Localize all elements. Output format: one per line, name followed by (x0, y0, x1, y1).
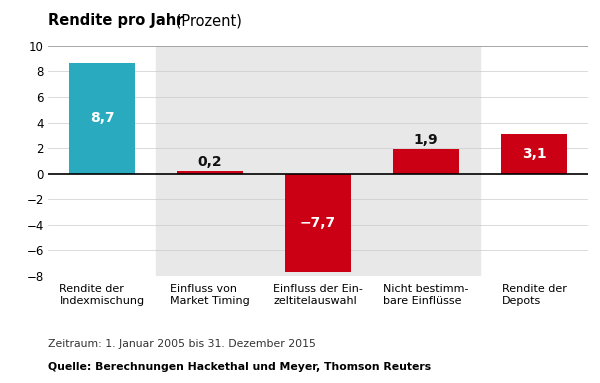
Bar (500, 134, 568, 173)
Text: Rendite pro Jahr: Rendite pro Jahr (48, 13, 184, 28)
Text: (Prozent): (Prozent) (171, 13, 242, 28)
Text: 0,2: 0,2 (197, 155, 223, 169)
Text: 8,7: 8,7 (89, 111, 115, 125)
Text: 3,1: 3,1 (521, 147, 547, 161)
Bar (68, 62, 136, 173)
Bar (176, 171, 244, 173)
Bar (264, 46, 372, 276)
Bar (284, 173, 352, 272)
Text: 1,9: 1,9 (413, 133, 439, 147)
Text: Zeitraum: 1. Januar 2005 bis 31. Dezember 2015: Zeitraum: 1. Januar 2005 bis 31. Dezembe… (48, 339, 316, 349)
Bar (372, 46, 480, 276)
Text: −7,7: −7,7 (300, 216, 336, 230)
Bar (156, 46, 264, 276)
Bar (392, 149, 460, 173)
Text: Quelle: Berechnungen Hackethal und Meyer, Thomson Reuters: Quelle: Berechnungen Hackethal und Meyer… (48, 362, 431, 372)
